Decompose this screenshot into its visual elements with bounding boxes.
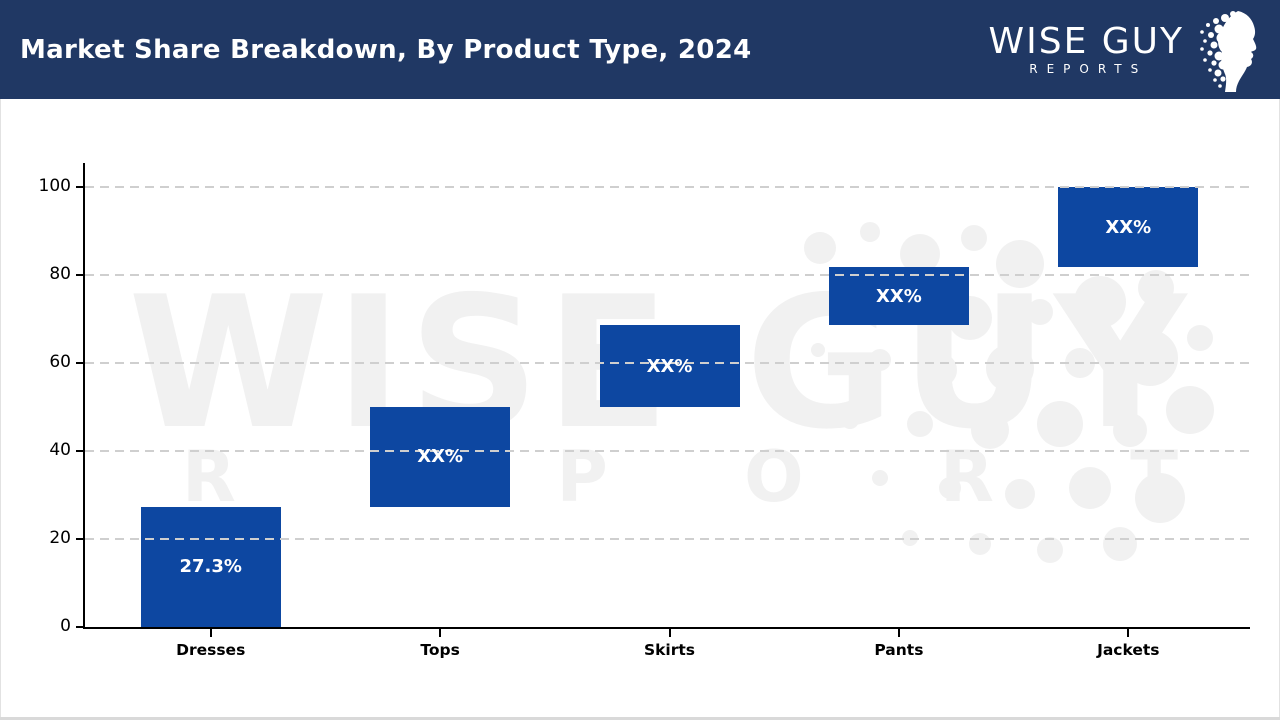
header-bar: Market Share Breakdown, By Product Type,… [0, 0, 1280, 99]
x-tick-label-dresses: Dresses [176, 641, 246, 659]
y-tick-mark [76, 274, 85, 276]
bar-value-label: XX% [646, 355, 693, 377]
bar-dresses [140, 506, 281, 627]
wiseguy-logo-text: WISE GUY REPORTS [989, 23, 1185, 76]
bar-value-label: XX% [1105, 216, 1152, 238]
y-tick-mark [76, 626, 85, 628]
bar-tops [370, 407, 511, 507]
bar-pants [828, 267, 969, 326]
gridline-60 [85, 362, 1250, 364]
x-tick-mark [897, 629, 900, 637]
wiseguy-head-icon [1200, 10, 1257, 92]
bar-value-label: XX% [417, 446, 463, 468]
y-tick-label: 40 [49, 440, 71, 460]
page-title: Market Share Breakdown, By Product Type,… [20, 34, 752, 65]
x-tick-mark [1127, 629, 1130, 637]
gridline-80 [85, 274, 1250, 276]
wiseguy-logo: WISE GUY REPORTS [989, 8, 1265, 92]
x-tick-label-tops: Tops [420, 641, 460, 659]
bar-value-label: 27.3% [179, 556, 242, 578]
wiseguy-wordmark: WISE GUY [988, 21, 1184, 63]
y-tick-mark [76, 362, 85, 364]
y-tick-label: 60 [49, 352, 71, 372]
gridline-100 [85, 186, 1250, 188]
x-tick-mark [439, 629, 442, 637]
x-tick-label-skirts: Skirts [643, 641, 696, 659]
bar-value-label: XX% [875, 285, 922, 307]
x-tick-label-pants: Pants [874, 641, 924, 659]
y-tick-mark [76, 186, 85, 188]
gridline-40 [85, 450, 1250, 452]
y-tick-label: 0 [60, 616, 71, 636]
gridline-20 [85, 538, 1250, 540]
y-tick-mark [76, 450, 85, 452]
x-tick-label-jackets: Jackets [1097, 641, 1160, 659]
x-tick-mark [209, 629, 212, 637]
y-tick-label: 20 [49, 528, 71, 548]
y-tick-label: 80 [49, 264, 71, 284]
y-tick-mark [76, 538, 85, 540]
bar-jackets [1058, 187, 1199, 268]
footer-divider [0, 717, 1280, 720]
bar-skirts [599, 325, 740, 407]
x-axis-line [83, 627, 1250, 629]
y-tick-label: 100 [38, 176, 71, 196]
y-axis-line [83, 163, 85, 629]
wiseguy-reports-label: REPORTS [1029, 61, 1148, 76]
x-tick-mark [668, 629, 671, 637]
watermark-head-dots-icon [804, 222, 1214, 563]
